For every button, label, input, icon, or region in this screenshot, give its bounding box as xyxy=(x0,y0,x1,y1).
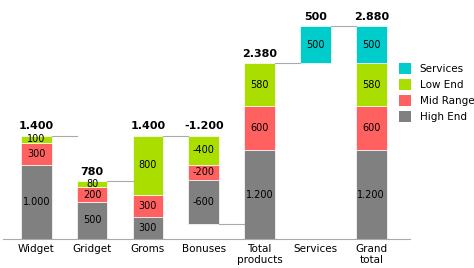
Text: 600: 600 xyxy=(250,123,269,133)
Text: 1.000: 1.000 xyxy=(23,197,50,207)
Bar xyxy=(188,180,219,224)
Text: 800: 800 xyxy=(139,160,157,170)
Text: -1.200: -1.200 xyxy=(184,121,224,132)
Text: 300: 300 xyxy=(27,149,46,159)
Bar xyxy=(133,136,163,195)
Text: -400: -400 xyxy=(193,145,215,155)
Bar xyxy=(77,181,108,187)
Bar xyxy=(21,165,52,239)
Text: -200: -200 xyxy=(193,168,215,177)
Bar xyxy=(300,26,331,63)
Text: 1.200: 1.200 xyxy=(246,189,273,199)
Bar xyxy=(356,106,387,150)
Bar xyxy=(244,63,275,106)
Bar xyxy=(188,136,219,165)
Bar xyxy=(356,26,387,63)
Bar xyxy=(77,202,108,239)
Text: 300: 300 xyxy=(139,223,157,233)
Bar xyxy=(356,63,387,106)
Text: 80: 80 xyxy=(86,179,98,189)
Bar xyxy=(244,106,275,150)
Bar xyxy=(21,136,52,143)
Bar xyxy=(77,187,108,202)
Text: 300: 300 xyxy=(139,200,157,211)
Text: 500: 500 xyxy=(304,12,327,22)
Text: 1.400: 1.400 xyxy=(130,121,165,132)
Text: 500: 500 xyxy=(306,40,325,50)
Legend: Services, Low End, Mid Range, High End: Services, Low End, Mid Range, High End xyxy=(395,59,474,126)
Bar xyxy=(21,143,52,165)
Text: 500: 500 xyxy=(362,40,381,50)
Text: 580: 580 xyxy=(250,80,269,90)
Text: 500: 500 xyxy=(83,215,101,225)
Text: 780: 780 xyxy=(81,167,104,177)
Text: 1.400: 1.400 xyxy=(18,121,54,132)
Text: 100: 100 xyxy=(27,134,46,144)
Text: 600: 600 xyxy=(362,123,381,133)
Text: 1.200: 1.200 xyxy=(357,189,385,199)
Bar xyxy=(188,165,219,180)
Bar xyxy=(133,217,163,239)
Text: 200: 200 xyxy=(83,189,101,199)
Text: 2.880: 2.880 xyxy=(354,12,389,22)
Bar xyxy=(133,195,163,217)
Bar xyxy=(244,150,275,239)
Text: 580: 580 xyxy=(362,80,381,90)
Text: -600: -600 xyxy=(193,197,215,207)
Text: 2.380: 2.380 xyxy=(242,49,277,59)
Bar xyxy=(356,150,387,239)
